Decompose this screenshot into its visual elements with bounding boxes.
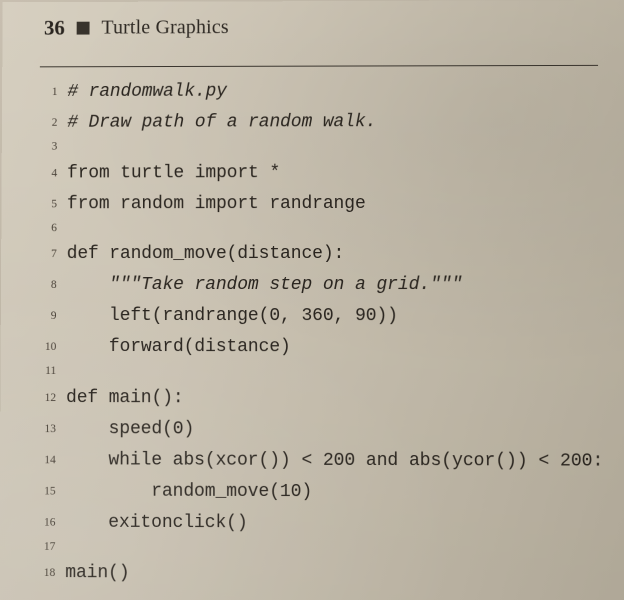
page-number: 36	[44, 16, 65, 41]
code-line: 7def random_move(distance):	[39, 239, 599, 270]
line-number: 12	[38, 389, 66, 409]
code-text: from random import randrange	[67, 189, 366, 220]
code-text: forward(distance)	[66, 332, 290, 363]
code-line: 8 """Take random step on a grid."""	[39, 270, 600, 301]
code-text: # Draw path of a random walk.	[67, 107, 376, 138]
code-text: random_move(10)	[66, 476, 313, 508]
code-text: while abs(xcor()) < 200 and abs(ycor()) …	[66, 445, 604, 477]
chapter-title: Turtle Graphics	[101, 16, 228, 39]
code-text: # randomwalk.py	[67, 77, 227, 108]
line-number: 10	[38, 338, 66, 358]
code-line: 6	[39, 219, 599, 239]
code-text: main()	[65, 558, 129, 589]
code-line: 14 while abs(xcor()) < 200 and abs(ycor(…	[38, 445, 600, 477]
code-line: 10 forward(distance)	[38, 332, 599, 364]
line-number: 3	[39, 138, 67, 158]
code-line: 2# Draw path of a random walk.	[39, 107, 598, 139]
line-number: 9	[39, 307, 67, 327]
code-line: 18main()	[37, 558, 601, 591]
code-line: 3	[39, 138, 598, 159]
code-line: 16 exitonclick()	[37, 507, 600, 540]
line-number: 4	[39, 164, 67, 184]
page: 36 Turtle Graphics 1# randomwalk.py2# Dr…	[0, 0, 624, 600]
code-line: 12def main():	[38, 383, 600, 415]
line-number: 1	[40, 83, 68, 103]
line-number: 6	[39, 219, 67, 239]
line-number: 8	[39, 276, 67, 296]
line-number: 13	[38, 420, 66, 440]
code-line: 13 speed(0)	[38, 414, 600, 446]
code-text: """Take random step on a grid."""	[67, 270, 463, 301]
code-line: 9 left(randrange(0, 360, 90))	[39, 301, 600, 332]
code-line: 5from random import randrange	[39, 188, 599, 219]
line-number: 7	[39, 245, 67, 265]
line-number: 17	[37, 537, 65, 557]
code-text: speed(0)	[66, 414, 194, 445]
code-line: 17	[37, 538, 600, 560]
square-bullet-icon	[77, 22, 90, 35]
code-listing: 1# randomwalk.py2# Draw path of a random…	[37, 65, 601, 592]
code-text: exitonclick()	[65, 507, 247, 539]
page-header: 36 Turtle Graphics	[38, 14, 598, 41]
line-number: 14	[38, 451, 66, 471]
code-line: 1# randomwalk.py	[40, 76, 599, 108]
code-line: 15 random_move(10)	[38, 476, 601, 509]
line-number: 18	[37, 564, 65, 584]
line-number: 15	[38, 482, 66, 502]
line-number: 16	[37, 513, 65, 533]
line-number: 5	[39, 195, 67, 215]
code-line: 4from turtle import *	[39, 157, 598, 189]
code-line: 11	[38, 363, 600, 384]
code-text: def random_move(distance):	[67, 239, 345, 270]
line-number: 2	[40, 114, 68, 134]
code-text: def main():	[66, 383, 184, 414]
code-text: left(randrange(0, 360, 90))	[66, 301, 398, 332]
code-text: from turtle import *	[67, 158, 280, 189]
line-number: 11	[38, 362, 66, 382]
